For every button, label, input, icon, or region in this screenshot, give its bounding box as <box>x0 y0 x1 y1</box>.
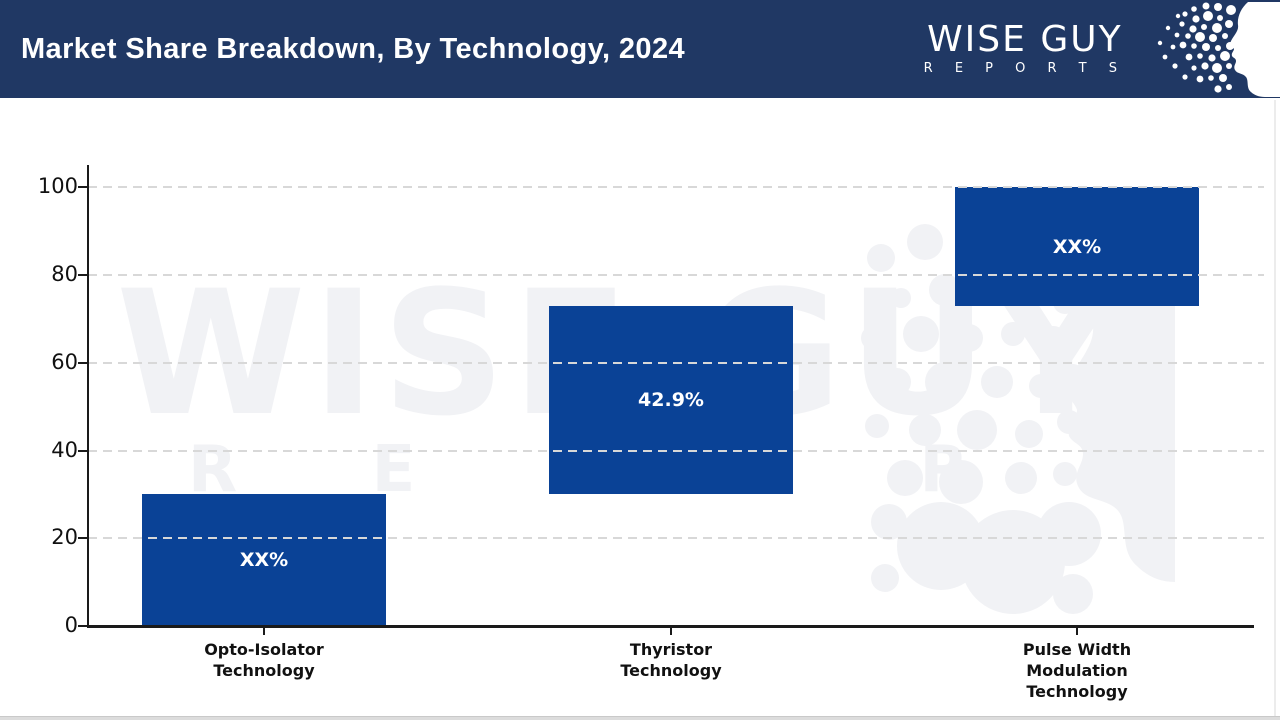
y-tick-mark <box>78 537 88 540</box>
x-axis-line <box>87 625 1254 628</box>
wiseguy-face-icon <box>1157 1 1280 97</box>
chart-right-border <box>1274 100 1276 716</box>
grid-line <box>88 361 1264 364</box>
bar <box>549 306 793 495</box>
logo-wordmark: WISE GUY <box>927 19 1123 60</box>
x-category-label: Thyristor Technology <box>620 640 722 680</box>
x-tick-mark <box>263 628 265 635</box>
y-tick-label: 0 <box>64 613 78 637</box>
y-tick-mark <box>78 186 88 189</box>
x-tick-mark <box>670 628 672 635</box>
y-tick-label: 60 <box>51 349 78 374</box>
logo-subtitle: R E P O R T S <box>923 61 1126 76</box>
grid-line <box>88 274 1264 277</box>
y-tick-mark <box>78 274 88 277</box>
wiseguy-logo-text: WISE GUY R E P O R T S <box>923 19 1126 77</box>
header-bar: Market Share Breakdown, By Technology, 2… <box>0 0 1280 98</box>
bar-value-label: 42.9% <box>638 389 704 412</box>
y-tick-label: 80 <box>51 262 78 287</box>
y-tick-label: 40 <box>51 437 78 462</box>
y-tick-label: 20 <box>51 525 78 550</box>
y-tick-mark <box>78 361 88 364</box>
x-category-label: Opto-Isolator Technology <box>204 640 324 680</box>
x-category-label: Pulse Width Modulation Technology <box>1022 640 1132 701</box>
grid-line <box>88 449 1264 452</box>
y-tick-mark <box>78 625 88 627</box>
x-tick-mark <box>1076 628 1078 635</box>
bar-value-label: XX% <box>1052 235 1102 258</box>
bar <box>142 494 386 626</box>
grid-line <box>88 537 1264 540</box>
y-tick-mark <box>78 449 88 452</box>
bar <box>955 187 1199 307</box>
y-tick-label: 100 <box>37 174 78 199</box>
y-axis-line <box>87 165 89 628</box>
grid-line <box>88 186 1264 189</box>
page-title: Market Share Breakdown, By Technology, 2… <box>21 32 686 65</box>
chart-bottom-border <box>0 716 1280 720</box>
bar-value-label: XX% <box>239 549 289 572</box>
wiseguy-logo: WISE GUY R E P O R T S <box>924 0 1280 98</box>
